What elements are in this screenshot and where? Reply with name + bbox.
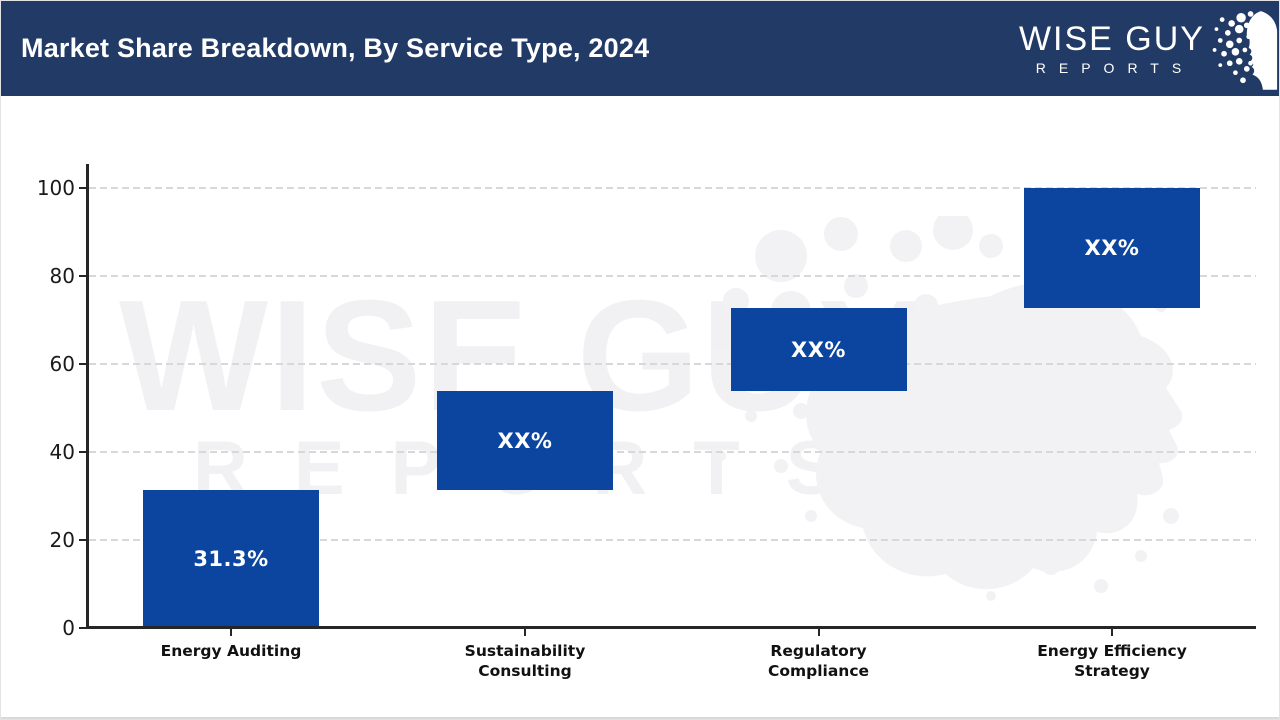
y-tick-mark: [79, 627, 86, 629]
bar: XX%: [437, 391, 613, 491]
x-category-label: Energy Efficiency Strategy: [1037, 642, 1187, 681]
x-tick-mark: [230, 629, 232, 636]
x-tick-mark: [1111, 629, 1113, 636]
bar: 31.3%: [143, 490, 319, 628]
wiseguy-logo-text: WISE GUY REPORTS: [1018, 19, 1205, 77]
y-tick-mark: [79, 539, 86, 541]
y-tick-mark: [79, 187, 86, 189]
page-title: Market Share Breakdown, By Service Type,…: [21, 33, 650, 63]
gridline: [89, 187, 1256, 189]
gridline: [89, 363, 1256, 365]
bar-value-label: 31.3%: [193, 547, 269, 572]
wiseguy-logo-wordmark: WISE GUY: [1018, 19, 1205, 58]
y-tick-label: 0: [62, 616, 75, 640]
wiseguy-face-icon: [1212, 11, 1278, 90]
gridline: [89, 539, 1256, 541]
gridline: [89, 275, 1256, 277]
bar: XX%: [730, 308, 907, 392]
x-axis-spine: [86, 626, 1256, 629]
y-tick-label: 60: [49, 352, 75, 376]
y-tick-label: 80: [49, 264, 75, 288]
bar: XX%: [1024, 188, 1200, 309]
y-tick-label: 40: [49, 440, 75, 464]
gridline: [89, 451, 1256, 453]
wiseguy-logo-subtitle: REPORTS: [1035, 60, 1195, 77]
y-tick-mark: [79, 275, 86, 277]
bar-value-label: XX%: [791, 337, 846, 362]
bar-value-label: XX%: [497, 428, 553, 453]
bottom-divider: [1, 717, 1279, 719]
y-tick-mark: [79, 451, 86, 453]
bar-value-label: XX%: [1084, 236, 1140, 261]
x-category-label: Energy Auditing: [160, 642, 302, 660]
x-tick-mark: [524, 629, 526, 636]
wiseguy-logo: WISE GUY REPORTS: [1019, 5, 1279, 93]
y-tick-label: 20: [49, 528, 75, 552]
report-header: Market Share Breakdown, By Service Type,…: [1, 1, 1279, 96]
x-category-label: Regulatory Compliance: [767, 642, 870, 681]
x-category-label: Sustainability Consulting: [464, 642, 586, 681]
y-axis-spine: [86, 164, 89, 629]
y-tick-label: 100: [36, 176, 75, 200]
x-tick-mark: [817, 629, 820, 636]
y-tick-mark: [79, 363, 86, 365]
